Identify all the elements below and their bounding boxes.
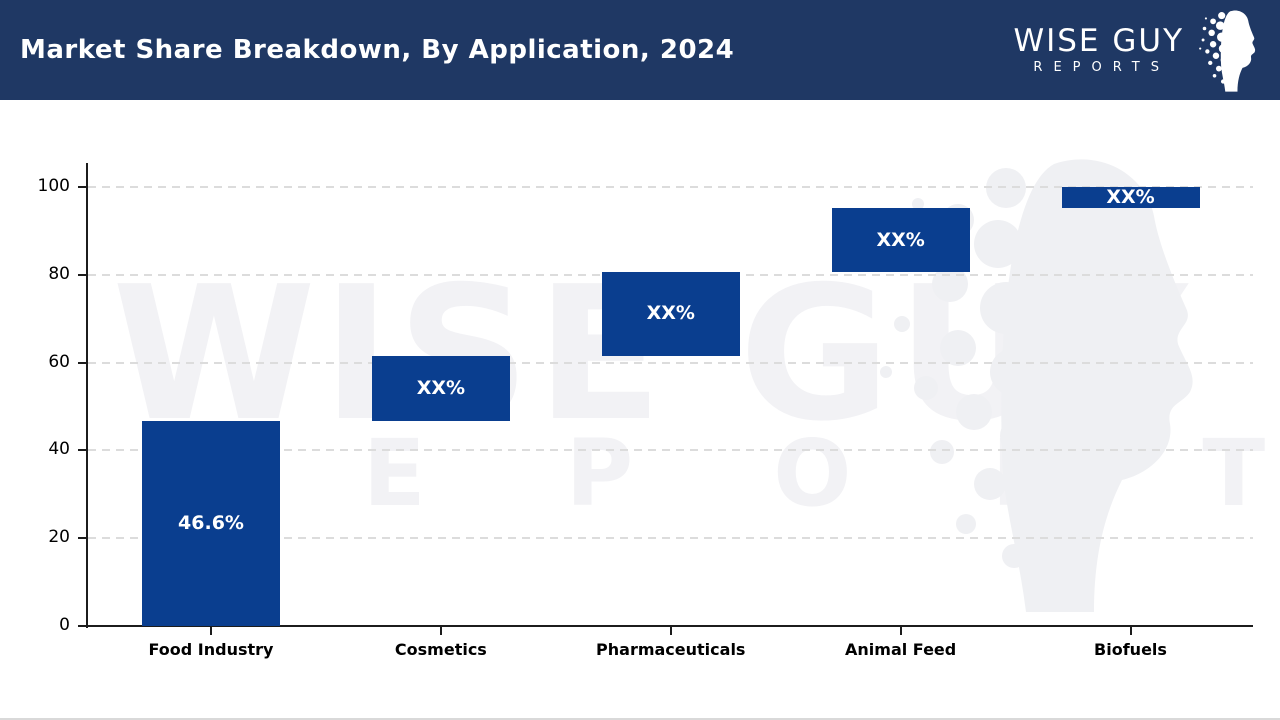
gridline-100 — [88, 186, 1253, 188]
bar-value-label-pharmaceuticals: XX% — [646, 302, 695, 325]
logo-wordmark-line2: REPORTS — [1033, 59, 1171, 75]
gridline-60 — [88, 361, 1253, 364]
bar-pharmaceuticals: XX% — [601, 272, 740, 356]
x-axis-label-food-industry: Food Industry — [148, 640, 274, 659]
bar-value-label-animal-feed: XX% — [876, 228, 925, 251]
y-axis-tick-20 — [78, 537, 88, 540]
bar-value-label-cosmetics: XX% — [416, 376, 466, 399]
y-axis-tick-label-40: 40 — [48, 439, 70, 460]
y-axis-tick-label-0: 0 — [59, 615, 70, 635]
x-axis-tick-biofuels — [1129, 627, 1132, 635]
bar-biofuels: XX% — [1061, 186, 1200, 209]
logo-head-icon — [1199, 10, 1256, 92]
y-axis-tick-label-100: 100 — [37, 176, 70, 196]
y-axis-tick-100 — [78, 186, 88, 188]
y-axis-tick-40 — [78, 449, 88, 452]
page-title: Market Share Breakdown, By Application, … — [20, 35, 735, 65]
y-axis-tick-0 — [78, 625, 88, 627]
x-axis-label-biofuels: Biofuels — [1094, 640, 1167, 659]
bar-food-industry: 46.6% — [142, 421, 280, 626]
x-axis-tick-pharmaceuticals — [669, 627, 672, 635]
y-axis-tick-60 — [78, 361, 88, 364]
header: Market Share Breakdown, By Application, … — [0, 0, 1280, 100]
x-axis-tick-animal-feed — [899, 627, 902, 635]
bar-animal-feed: XX% — [831, 208, 970, 273]
x-axis-label-cosmetics: Cosmetics — [394, 640, 487, 659]
x-axis-label-pharmaceuticals: Pharmaceuticals — [596, 640, 746, 659]
plot-area: 0 20 40 60 80 100 46.6% Food Industry XX% Cosmeti… — [0, 100, 1280, 718]
y-axis-tick-80 — [78, 273, 88, 276]
y-axis-tick-label-80: 80 — [48, 263, 70, 284]
x-axis-label-animal-feed: Animal Feed — [845, 640, 957, 659]
bar-value-label-food-industry: 46.6% — [178, 512, 244, 535]
y-axis-tick-label-60: 60 — [48, 351, 70, 372]
gridline-20 — [88, 537, 1253, 540]
logo: WISE GUY REPORTS — [1013, 7, 1262, 93]
bar-cosmetics: XX% — [371, 355, 510, 422]
x-axis-tick-food-industry — [210, 627, 212, 635]
y-axis — [86, 163, 88, 628]
chart: WISE GUY R E P O R T S 02040608010046.6%… — [0, 100, 1280, 720]
logo-wordmark-line1: WISE GUY — [1013, 23, 1184, 60]
gridline-40 — [88, 449, 1253, 452]
logo-wordmark: WISE GUY REPORTS — [1013, 25, 1184, 75]
x-axis — [88, 625, 1253, 627]
bar-value-label-biofuels: XX% — [1106, 186, 1155, 209]
x-axis-tick-cosmetics — [439, 627, 442, 635]
y-axis-tick-label-20: 20 — [48, 527, 70, 548]
